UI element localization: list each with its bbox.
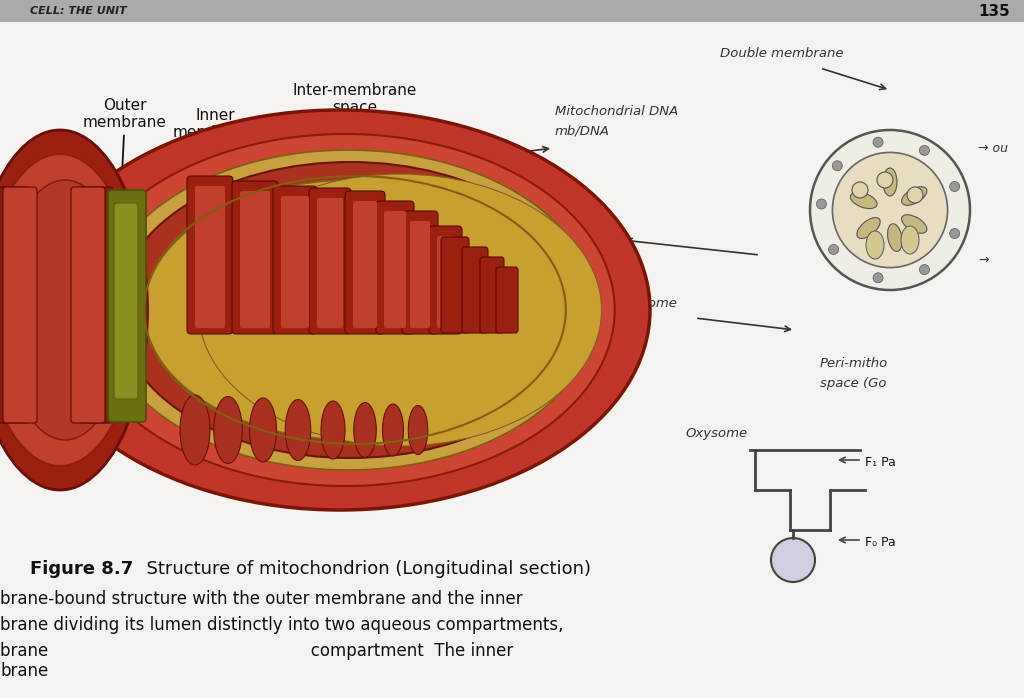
FancyBboxPatch shape xyxy=(462,247,488,333)
Ellipse shape xyxy=(118,162,583,458)
FancyBboxPatch shape xyxy=(309,188,351,334)
Circle shape xyxy=(907,187,923,203)
FancyBboxPatch shape xyxy=(108,190,146,422)
FancyBboxPatch shape xyxy=(3,187,37,423)
FancyBboxPatch shape xyxy=(441,237,469,333)
Ellipse shape xyxy=(901,226,919,254)
FancyBboxPatch shape xyxy=(187,176,233,334)
Ellipse shape xyxy=(383,404,403,456)
Circle shape xyxy=(828,244,839,255)
FancyBboxPatch shape xyxy=(114,203,138,399)
Circle shape xyxy=(949,228,959,239)
FancyBboxPatch shape xyxy=(273,186,317,334)
Ellipse shape xyxy=(353,403,376,457)
FancyBboxPatch shape xyxy=(402,211,438,334)
Ellipse shape xyxy=(286,399,310,461)
Circle shape xyxy=(816,199,826,209)
FancyBboxPatch shape xyxy=(195,186,225,328)
Ellipse shape xyxy=(0,154,137,466)
FancyBboxPatch shape xyxy=(384,211,406,328)
FancyBboxPatch shape xyxy=(240,191,270,328)
Text: Double membrane: Double membrane xyxy=(720,47,844,60)
Ellipse shape xyxy=(250,398,276,462)
Ellipse shape xyxy=(144,180,560,440)
FancyBboxPatch shape xyxy=(496,267,518,333)
Ellipse shape xyxy=(888,224,902,251)
Circle shape xyxy=(920,265,930,274)
FancyBboxPatch shape xyxy=(71,187,105,423)
Ellipse shape xyxy=(30,110,650,510)
Text: Outer
membrane: Outer membrane xyxy=(83,98,167,212)
Ellipse shape xyxy=(857,218,881,239)
Ellipse shape xyxy=(321,401,345,459)
Ellipse shape xyxy=(2,180,128,440)
Text: brane dividing its lumen distinctly into two aqueous compartments,: brane dividing its lumen distinctly into… xyxy=(0,616,563,634)
Ellipse shape xyxy=(866,231,884,259)
Ellipse shape xyxy=(180,395,210,465)
FancyBboxPatch shape xyxy=(317,198,343,328)
FancyBboxPatch shape xyxy=(480,257,504,333)
Ellipse shape xyxy=(0,130,147,490)
Circle shape xyxy=(949,181,959,191)
Text: Figure 8.7: Figure 8.7 xyxy=(30,560,133,578)
Text: space (Go: space (Go xyxy=(820,377,887,390)
Text: Oxysome: Oxysome xyxy=(685,427,748,440)
Ellipse shape xyxy=(850,192,878,209)
Circle shape xyxy=(810,130,970,290)
FancyBboxPatch shape xyxy=(232,181,278,334)
FancyBboxPatch shape xyxy=(376,201,414,334)
Text: Matrix: Matrix xyxy=(236,200,289,267)
Circle shape xyxy=(877,172,893,188)
Text: mb/DNA: mb/DNA xyxy=(555,125,610,138)
Text: (ATP centre): (ATP centre) xyxy=(540,222,622,235)
FancyBboxPatch shape xyxy=(281,196,309,328)
Ellipse shape xyxy=(76,134,614,486)
FancyBboxPatch shape xyxy=(429,226,462,334)
Ellipse shape xyxy=(199,174,601,446)
Circle shape xyxy=(833,161,843,171)
Ellipse shape xyxy=(100,150,596,470)
Circle shape xyxy=(852,182,868,198)
Circle shape xyxy=(873,138,883,147)
Text: Inner
membrane: Inner membrane xyxy=(173,107,257,212)
FancyBboxPatch shape xyxy=(410,221,430,328)
Text: →: → xyxy=(978,253,988,267)
Text: Crista: Crista xyxy=(372,200,437,258)
Text: Inter-membrane
space: Inter-membrane space xyxy=(293,82,417,193)
Text: brane: brane xyxy=(0,662,48,680)
Text: brane-bound structure with the outer membrane and the inner: brane-bound structure with the outer mem… xyxy=(0,590,522,608)
Circle shape xyxy=(873,273,883,283)
Text: Peri-mitho: Peri-mitho xyxy=(820,357,888,370)
FancyBboxPatch shape xyxy=(353,201,377,328)
Text: F₀ Pa: F₀ Pa xyxy=(865,535,896,549)
Text: Spherosome: Spherosome xyxy=(595,297,678,310)
FancyBboxPatch shape xyxy=(274,205,278,310)
FancyBboxPatch shape xyxy=(345,191,385,334)
Text: Mitochondrial DNA: Mitochondrial DNA xyxy=(555,105,678,118)
FancyBboxPatch shape xyxy=(437,236,454,328)
Text: 135: 135 xyxy=(978,3,1010,19)
Ellipse shape xyxy=(409,406,428,454)
Circle shape xyxy=(833,152,947,267)
Text: Structure of mitochondrion (Longitudinal section): Structure of mitochondrion (Longitudinal… xyxy=(135,560,591,578)
Text: Oxysome: Oxysome xyxy=(540,202,602,215)
FancyBboxPatch shape xyxy=(229,200,236,310)
Text: CELL: THE UNIT: CELL: THE UNIT xyxy=(30,6,127,16)
FancyBboxPatch shape xyxy=(79,187,113,423)
Ellipse shape xyxy=(883,168,897,196)
Text: brane                                                  compartment  The inner: brane compartment The inner xyxy=(0,642,513,660)
FancyBboxPatch shape xyxy=(0,0,1024,22)
Ellipse shape xyxy=(901,187,927,205)
Text: F₁ Pa: F₁ Pa xyxy=(865,456,896,468)
FancyBboxPatch shape xyxy=(0,187,29,423)
Ellipse shape xyxy=(214,396,243,463)
Circle shape xyxy=(771,538,815,582)
Ellipse shape xyxy=(901,215,927,233)
Text: → ou: → ou xyxy=(978,142,1008,154)
Circle shape xyxy=(920,145,930,156)
